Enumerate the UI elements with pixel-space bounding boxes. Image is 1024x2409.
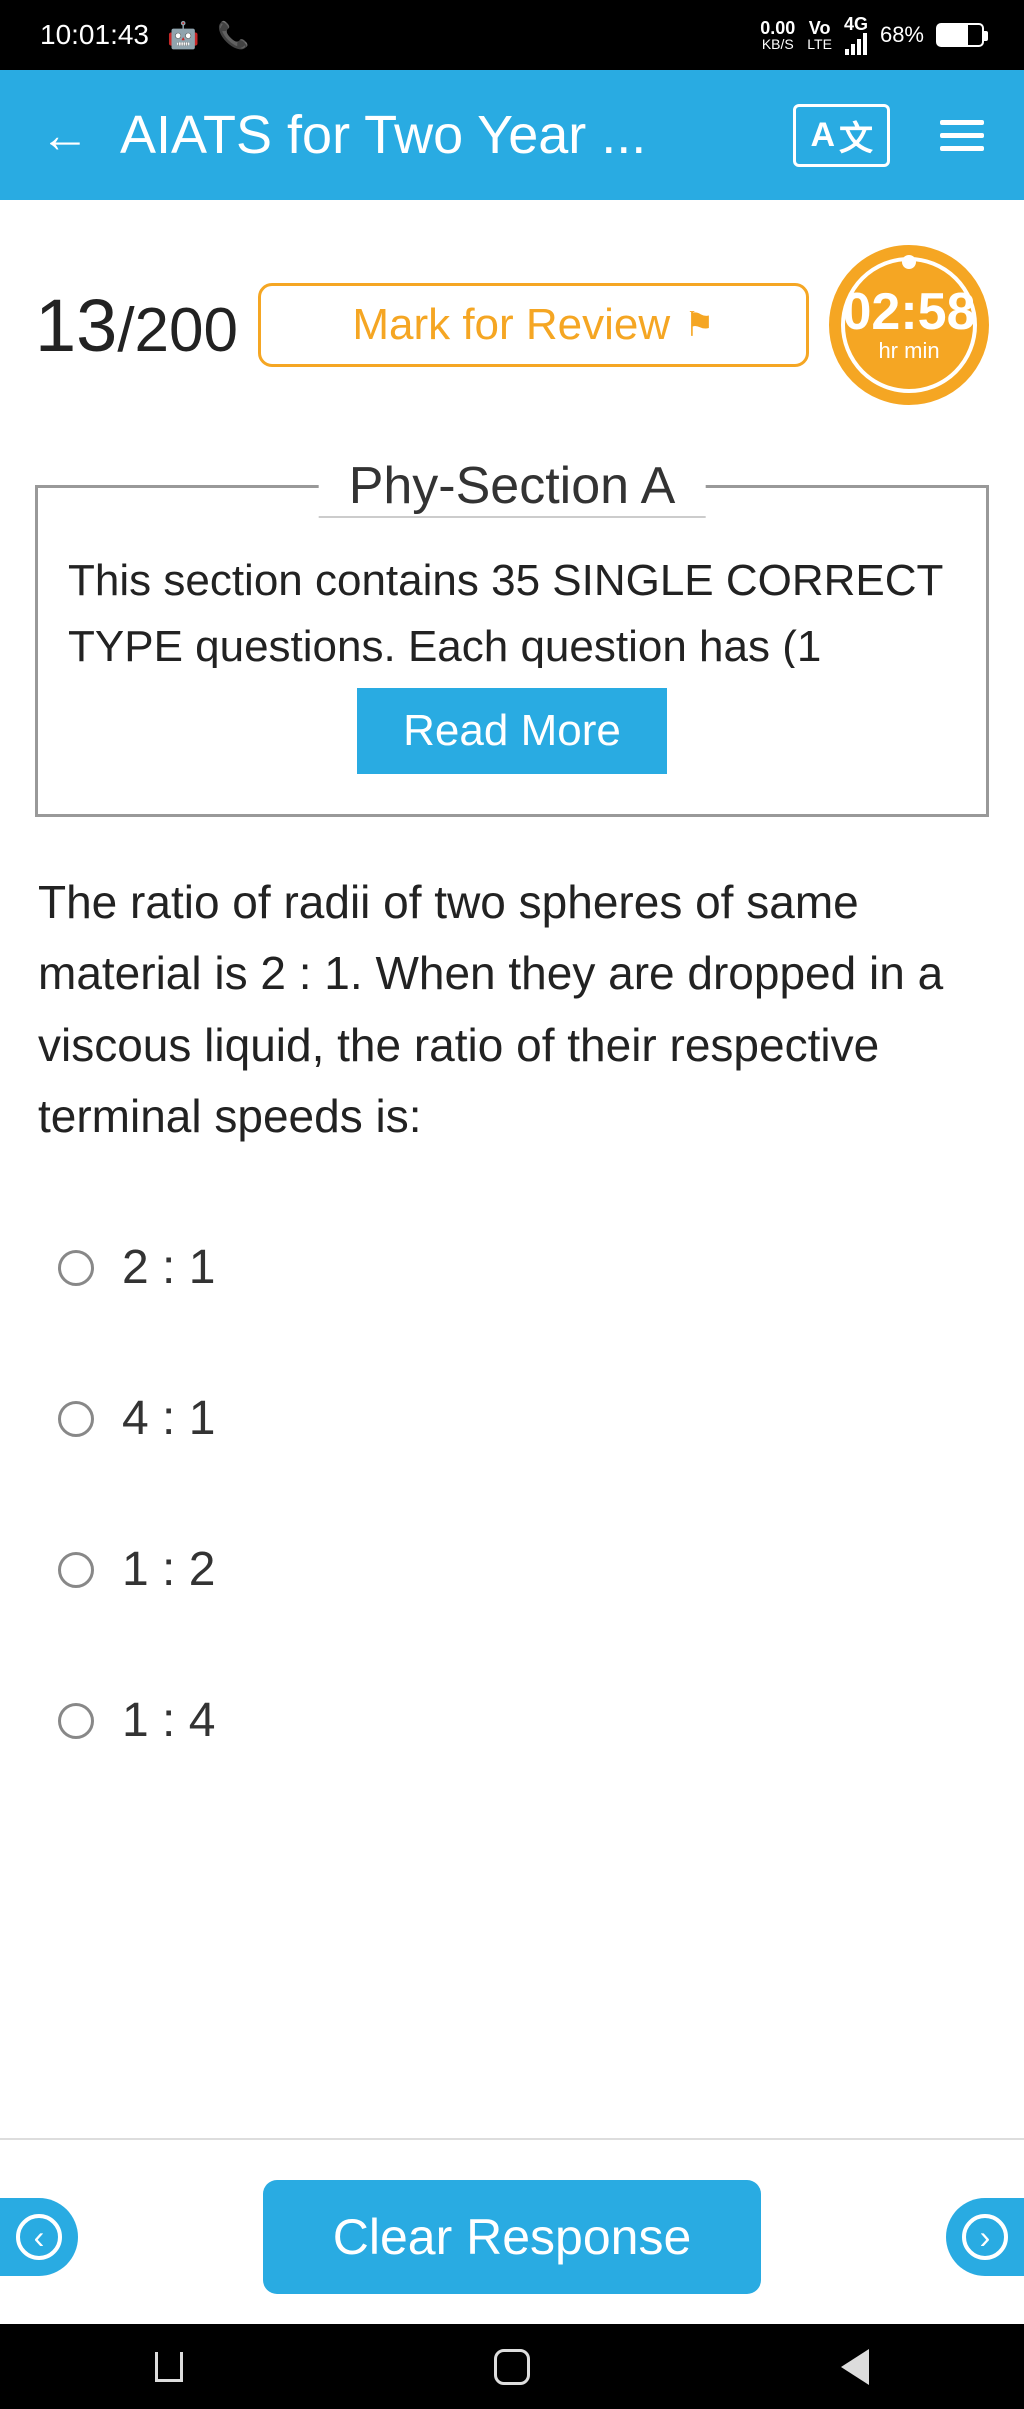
option-b[interactable]: 4 : 1 [38,1343,986,1494]
battery-pct: 68% [880,22,924,48]
page-title: AIATS for Two Year ... [120,104,763,166]
divider [0,2138,1024,2140]
option-d[interactable]: 1 : 4 [38,1645,986,1796]
radio-icon [58,1250,94,1286]
radio-icon [58,1552,94,1588]
question-counter: 13/200 [35,283,238,368]
next-question-button[interactable]: › [946,2198,1024,2276]
back-arrow-icon[interactable]: ← [40,106,90,164]
signal-icon [845,33,867,55]
app-header: ← AIATS for Two Year ... A 文 [0,70,1024,200]
data-rate: 0.00 KB/S [760,19,795,51]
total-q-num: /200 [117,296,238,365]
battery-icon [936,23,984,47]
option-label: 1 : 4 [122,1693,215,1748]
status-left: 10:01:43 🤖 📞 [40,19,250,51]
app-notif-icon: 🤖 [167,20,199,51]
bottom-area: ‹ Clear Response › [0,2138,1024,2409]
question-text: The ratio of radii of two spheres of sam… [0,817,1024,1182]
timer-time: 02:58 [843,286,976,338]
status-right: 0.00 KB/S Vo LTE 4G 68% [760,15,984,55]
flag-icon: ⚑ [684,305,714,345]
menu-icon[interactable] [940,120,984,151]
question-header: 13/200 Mark for Review ⚑ 02:58 hr min [0,200,1024,430]
prev-question-button[interactable]: ‹ [0,2198,78,2276]
translate-label: A [810,116,835,155]
section-description: This section contains 35 SINGLE CORRECT … [68,548,956,668]
read-more-button[interactable]: Read More [357,688,667,774]
network-indicator: 4G [844,15,868,55]
chevron-right-icon: › [962,2214,1008,2260]
option-a[interactable]: 2 : 1 [38,1192,986,1343]
radio-icon [58,1401,94,1437]
current-q-num: 13 [35,284,117,367]
section-info-box: Phy-Section A This section contains 35 S… [35,485,989,817]
phone-notif-icon: 📞 [217,20,249,51]
translate-button[interactable]: A 文 [793,104,890,167]
option-label: 2 : 1 [122,1240,215,1295]
chevron-left-icon: ‹ [16,2214,62,2260]
timer-badge: 02:58 hr min [829,245,989,405]
option-label: 1 : 2 [122,1542,215,1597]
option-c[interactable]: 1 : 2 [38,1494,986,1645]
bottom-bar: ‹ Clear Response › [0,2180,1024,2324]
android-nav-bar [0,2324,1024,2409]
status-bar: 10:01:43 🤖 📞 0.00 KB/S Vo LTE 4G 68% [0,0,1024,70]
options-list: 2 : 1 4 : 1 1 : 2 1 : 4 [0,1182,1024,1806]
section-title: Phy-Section A [319,456,706,518]
timer-unit: hr min [878,338,939,364]
translate-icon: 文 [839,111,873,160]
volte-indicator: Vo LTE [807,19,832,51]
mark-review-label: Mark for Review [352,300,670,350]
mark-for-review-button[interactable]: Mark for Review ⚑ [258,283,809,367]
clear-response-button[interactable]: Clear Response [263,2180,762,2294]
back-icon[interactable] [841,2349,869,2385]
option-label: 4 : 1 [122,1391,215,1446]
recent-apps-icon[interactable] [155,2352,183,2382]
clock-text: 10:01:43 [40,19,149,51]
home-icon[interactable] [494,2349,530,2385]
radio-icon [58,1703,94,1739]
